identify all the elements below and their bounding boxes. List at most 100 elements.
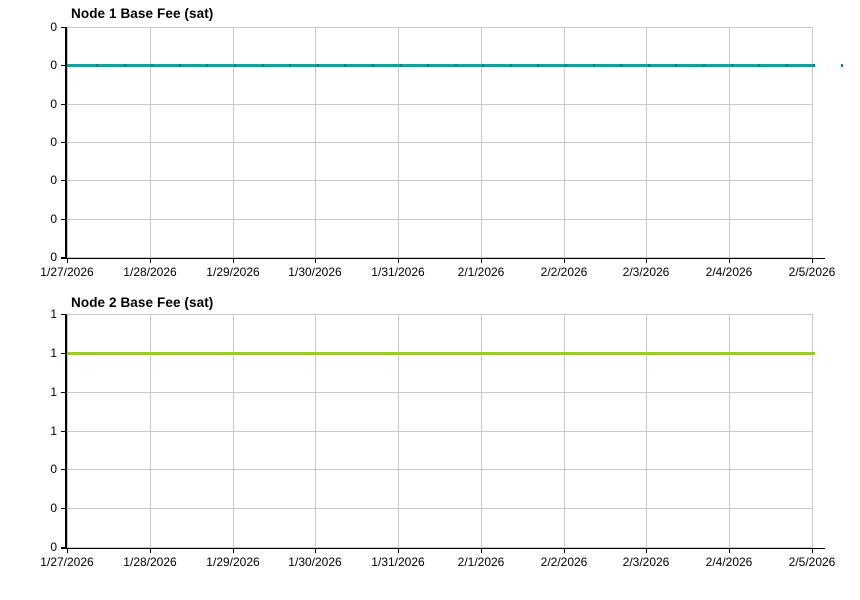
series-data-point [179, 64, 181, 67]
series-data-point [151, 64, 153, 67]
y-axis-label: 1 [50, 307, 57, 321]
chart-panel-node-1: Node 1 Base Fee (sat) 1/27/2026 1/28/2026… [0, 0, 860, 290]
gridline-horizontal [67, 27, 813, 28]
gridline-horizontal [67, 469, 813, 470]
y-axis-tick [61, 353, 66, 354]
y-axis-tick [61, 508, 66, 509]
series-data-point [510, 64, 512, 67]
series-data-point [262, 64, 264, 67]
y-axis-tick [61, 104, 66, 105]
series-line [66, 352, 815, 355]
series-data-point [482, 64, 484, 67]
y-axis-label: 0 [50, 173, 57, 187]
x-axis-label: 1/27/2026 [40, 265, 94, 279]
gridline-horizontal [67, 257, 813, 258]
y-axis-label: 1 [50, 424, 57, 438]
x-axis-tick [67, 548, 68, 553]
series-line [66, 64, 843, 67]
x-axis-label: 2/2/2026 [540, 555, 588, 569]
gridline-horizontal [67, 104, 813, 105]
x-axis-tick [481, 548, 482, 553]
x-axis-tick [564, 548, 565, 553]
series-data-point [206, 64, 208, 67]
series-data-point [344, 64, 346, 67]
gridline-horizontal [67, 219, 813, 220]
x-axis-tick [233, 258, 234, 263]
series-data-point [841, 64, 843, 67]
x-axis-tick [150, 548, 151, 553]
x-axis-label: 2/1/2026 [457, 555, 505, 569]
chart-title: Node 2 Base Fee (sat) [71, 295, 214, 310]
series-markers [66, 64, 843, 67]
x-axis-label: 1/31/2026 [371, 265, 425, 279]
x-axis-label: 2/5/2026 [788, 265, 836, 279]
series-data-point [758, 64, 760, 67]
y-axis-label: 0 [50, 540, 57, 554]
series-data-point [675, 64, 677, 67]
y-axis-tick [61, 431, 66, 432]
x-axis-tick [67, 258, 68, 263]
x-axis-label: 1/30/2026 [288, 555, 342, 569]
y-axis-line [65, 314, 67, 549]
x-axis-label: 2/2/2026 [540, 265, 588, 279]
gridline-horizontal [67, 547, 813, 548]
x-axis-label: 1/29/2026 [206, 265, 260, 279]
x-axis-line [61, 258, 825, 259]
series-data-point [96, 64, 98, 67]
y-axis-label: 0 [50, 501, 57, 515]
chart-panel-node-2: Node 2 Base Fee (sat) 1/27/2026 1/28/2026… [0, 288, 860, 588]
series-data-point [372, 64, 374, 67]
x-axis-tick [729, 258, 730, 263]
y-axis-label: 1 [50, 385, 57, 399]
x-axis-tick [564, 258, 565, 263]
gridline-horizontal [67, 314, 813, 315]
y-axis-tick [61, 65, 66, 66]
x-axis-tick [646, 548, 647, 553]
series-data-point [317, 64, 319, 67]
series-data-point [786, 64, 788, 67]
x-axis-label: 2/3/2026 [622, 265, 670, 279]
y-axis-tick [61, 27, 66, 28]
x-axis-line [61, 548, 825, 549]
x-axis-tick [150, 258, 151, 263]
series-data-point [731, 64, 733, 67]
gridline-horizontal [67, 392, 813, 393]
series-data-point [455, 64, 457, 67]
series-data-point [565, 64, 567, 67]
x-axis-tick [233, 548, 234, 553]
y-axis-line [65, 27, 67, 259]
series-data-point [537, 64, 539, 67]
x-axis-label: 2/1/2026 [457, 265, 505, 279]
series-data-point [400, 64, 402, 67]
x-axis-label: 1/31/2026 [371, 555, 425, 569]
x-axis-tick [398, 258, 399, 263]
x-axis-tick [481, 258, 482, 263]
chart-title: Node 1 Base Fee (sat) [71, 6, 214, 21]
plot-area-node-2 [66, 314, 815, 548]
y-axis-tick [61, 180, 66, 181]
y-axis-label: 0 [50, 250, 57, 264]
x-axis-label: 2/3/2026 [622, 555, 670, 569]
x-axis-tick [729, 548, 730, 553]
x-axis-label: 1/28/2026 [123, 555, 177, 569]
gridline-horizontal [67, 142, 813, 143]
x-axis-tick [812, 548, 813, 553]
series-data-point [648, 64, 650, 67]
y-axis-tick [61, 392, 66, 393]
gridline-horizontal [67, 431, 813, 432]
y-axis-label: 0 [50, 58, 57, 72]
y-axis-tick [61, 142, 66, 143]
series-data-point [813, 64, 815, 67]
x-axis-tick [315, 258, 316, 263]
x-axis-tick [315, 548, 316, 553]
y-axis-tick [61, 314, 66, 315]
y-axis-tick [61, 219, 66, 220]
y-axis-label: 0 [50, 135, 57, 149]
series-data-point [427, 64, 429, 67]
x-axis-label: 1/28/2026 [123, 265, 177, 279]
gridline-horizontal [67, 180, 813, 181]
x-axis-label: 2/4/2026 [705, 555, 753, 569]
y-axis-tick [61, 547, 66, 548]
x-axis-label: 1/30/2026 [288, 265, 342, 279]
